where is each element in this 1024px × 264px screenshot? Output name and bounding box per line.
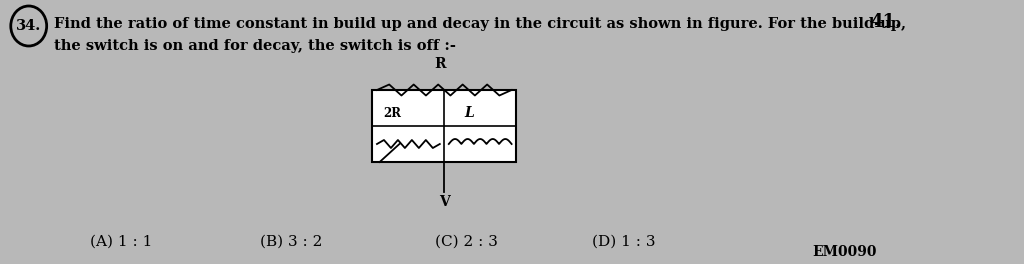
- Text: 2R: 2R: [383, 106, 401, 120]
- Text: L: L: [465, 106, 474, 120]
- Text: (B) 3 : 2: (B) 3 : 2: [260, 235, 323, 249]
- Text: R: R: [434, 57, 445, 71]
- Bar: [373, 90, 516, 162]
- Text: 41.: 41.: [870, 13, 902, 31]
- Text: Find the ratio of time constant in build up and decay in the circuit as shown in: Find the ratio of time constant in build…: [54, 17, 906, 31]
- Text: the switch is on and for decay, the switch is off :-: the switch is on and for decay, the swit…: [54, 39, 456, 53]
- Text: (D) 1 : 3: (D) 1 : 3: [593, 235, 656, 249]
- Text: (C) 2 : 3: (C) 2 : 3: [435, 235, 499, 249]
- Text: V: V: [439, 195, 450, 209]
- Text: (A) 1 : 1: (A) 1 : 1: [90, 235, 153, 249]
- Text: 34.: 34.: [16, 19, 41, 33]
- Text: EM0090: EM0090: [812, 245, 877, 259]
